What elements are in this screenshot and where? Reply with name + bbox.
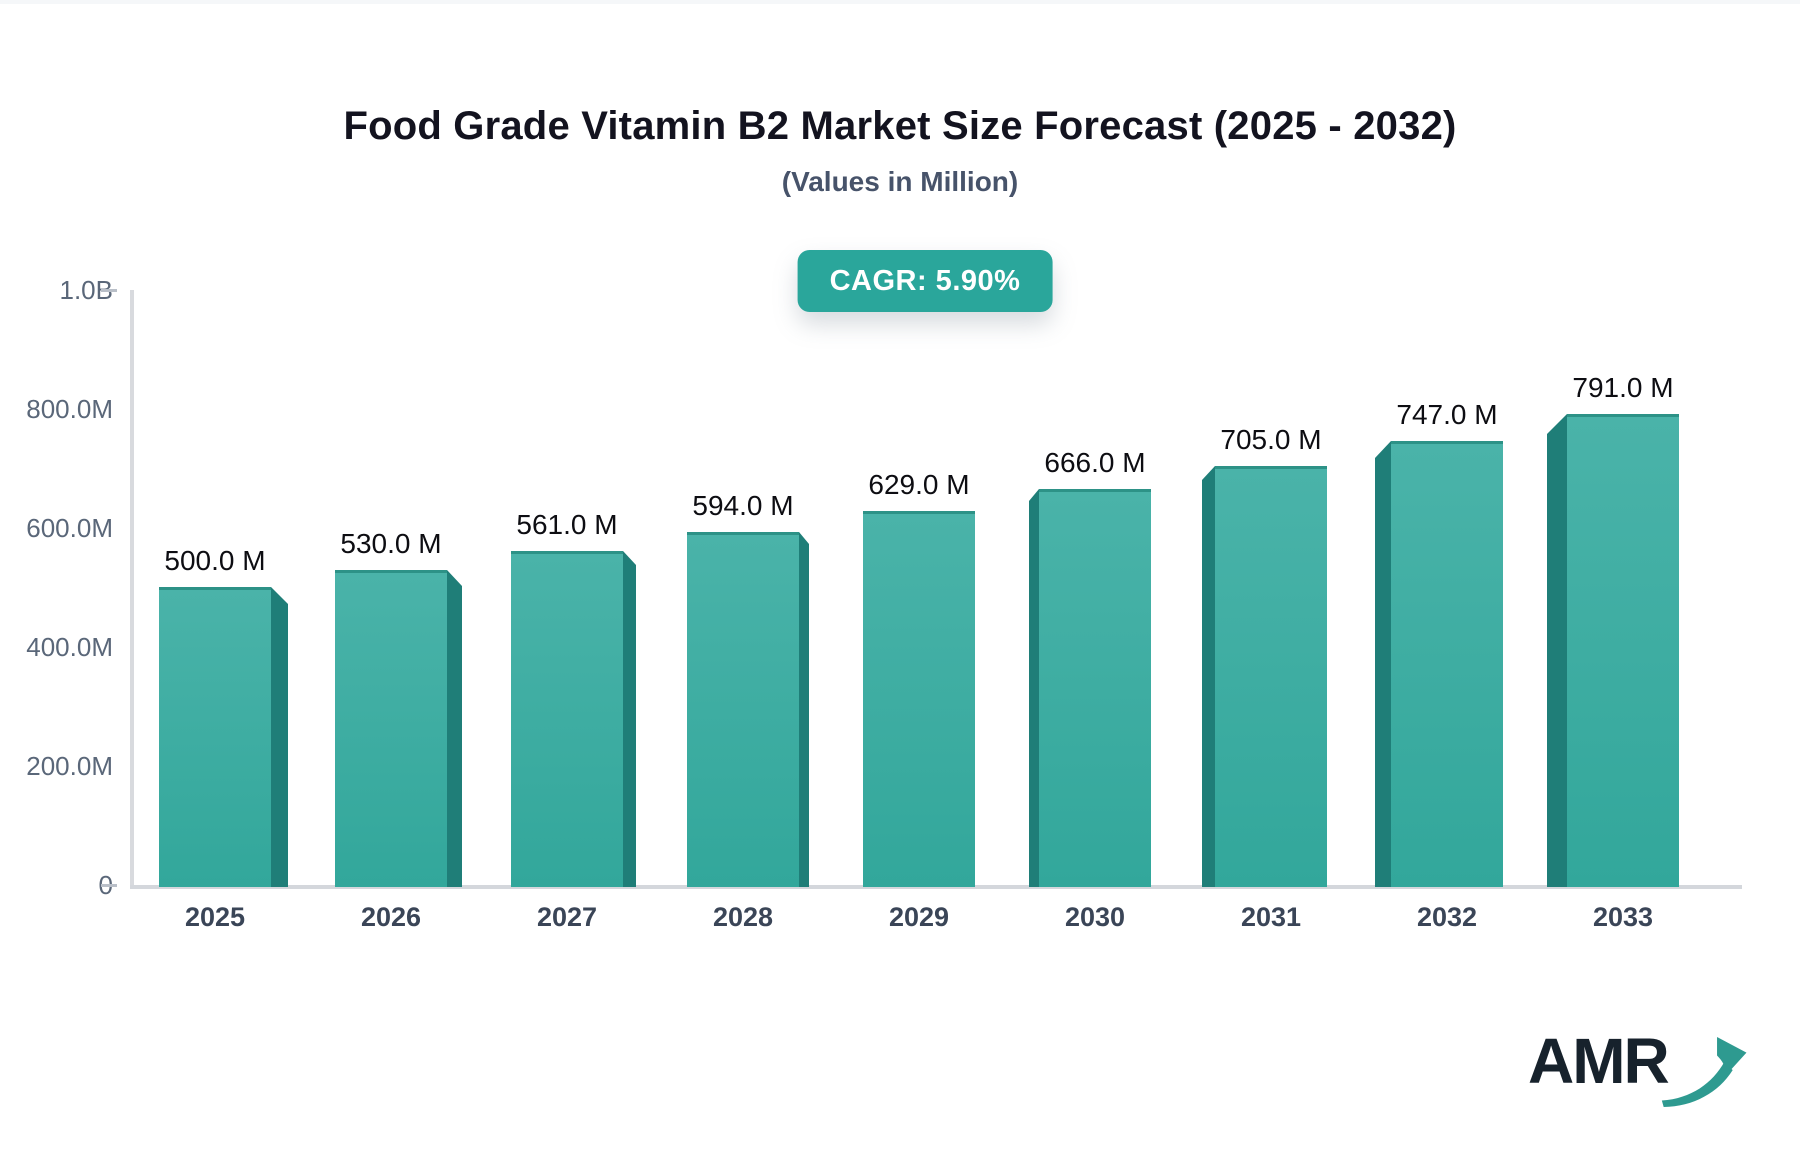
cagr-badge: CAGR: 5.90% [797, 250, 1053, 312]
bar-2027-side [623, 551, 636, 887]
bar-2033-side [1547, 414, 1567, 887]
y-tick-label: 0 [0, 870, 113, 900]
bar-value-label-2031: 705.0 M [1220, 424, 1322, 455]
x-tick-label-2027: 2027 [536, 902, 598, 932]
bar-2029[interactable] [863, 511, 975, 887]
bar-value-label-2025: 500.0 M [164, 545, 266, 576]
bar-value-label-2033: 791.0 M [1572, 372, 1674, 403]
y-tick-label: 600.0M [26, 513, 113, 543]
x-axis-baseline [130, 885, 1742, 889]
bar-value-label-2029: 629.0 M [868, 469, 970, 500]
chart-title: Food Grade Vitamin B2 Market Size Foreca… [343, 104, 1457, 148]
bar-2025[interactable] [159, 587, 271, 887]
x-tick-label-2030: 2030 [1064, 902, 1126, 932]
bar-2030-side [1029, 489, 1039, 887]
bar-value-label-2030: 666.0 M [1044, 447, 1146, 478]
bar-2032[interactable] [1391, 441, 1503, 887]
growth-arrow-icon [1661, 1037, 1747, 1107]
bar-2027[interactable] [511, 551, 623, 887]
bar-value-label-2027: 561.0 M [516, 509, 618, 540]
x-tick-label-2028: 2028 [712, 902, 774, 932]
bar-2030[interactable] [1039, 489, 1151, 887]
bar-value-label-2026: 530.0 M [340, 528, 442, 559]
y-tick-mark [101, 289, 117, 292]
y-tick-label: 1.0B [59, 275, 114, 305]
bar-2025-side [271, 587, 288, 887]
bar-value-label-2032: 747.0 M [1396, 399, 1498, 430]
bar-2026-side [447, 570, 462, 887]
x-tick-label-2025: 2025 [184, 902, 246, 932]
chart-subtitle: (Values in Million) [781, 166, 1019, 197]
amr-logo-text: AMR [1528, 1025, 1670, 1097]
bar-2031[interactable] [1215, 466, 1327, 887]
bar-2028-side [799, 532, 809, 887]
card-top-edge [0, 0, 1800, 4]
bar-value-label-2028: 594.0 M [692, 490, 794, 521]
x-tick-label-2026: 2026 [360, 902, 422, 932]
x-tick-label-2031: 2031 [1240, 902, 1302, 932]
x-tick-label-2032: 2032 [1416, 902, 1478, 932]
y-axis-line [130, 290, 134, 888]
y-tick-label: 200.0M [26, 751, 113, 781]
y-tick-label: 800.0M [26, 394, 113, 424]
bar-2032-side [1375, 441, 1391, 887]
bar-2031-side [1202, 466, 1215, 887]
bar-2028[interactable] [687, 532, 799, 887]
y-tick-label: 400.0M [26, 632, 113, 662]
x-tick-label-2029: 2029 [888, 902, 950, 932]
amr-logo: AMR [1528, 1026, 1752, 1114]
y-tick-mark [101, 884, 117, 887]
bar-2026[interactable] [335, 570, 447, 887]
x-tick-label-2033: 2033 [1592, 902, 1654, 932]
bar-2033[interactable] [1567, 414, 1679, 887]
